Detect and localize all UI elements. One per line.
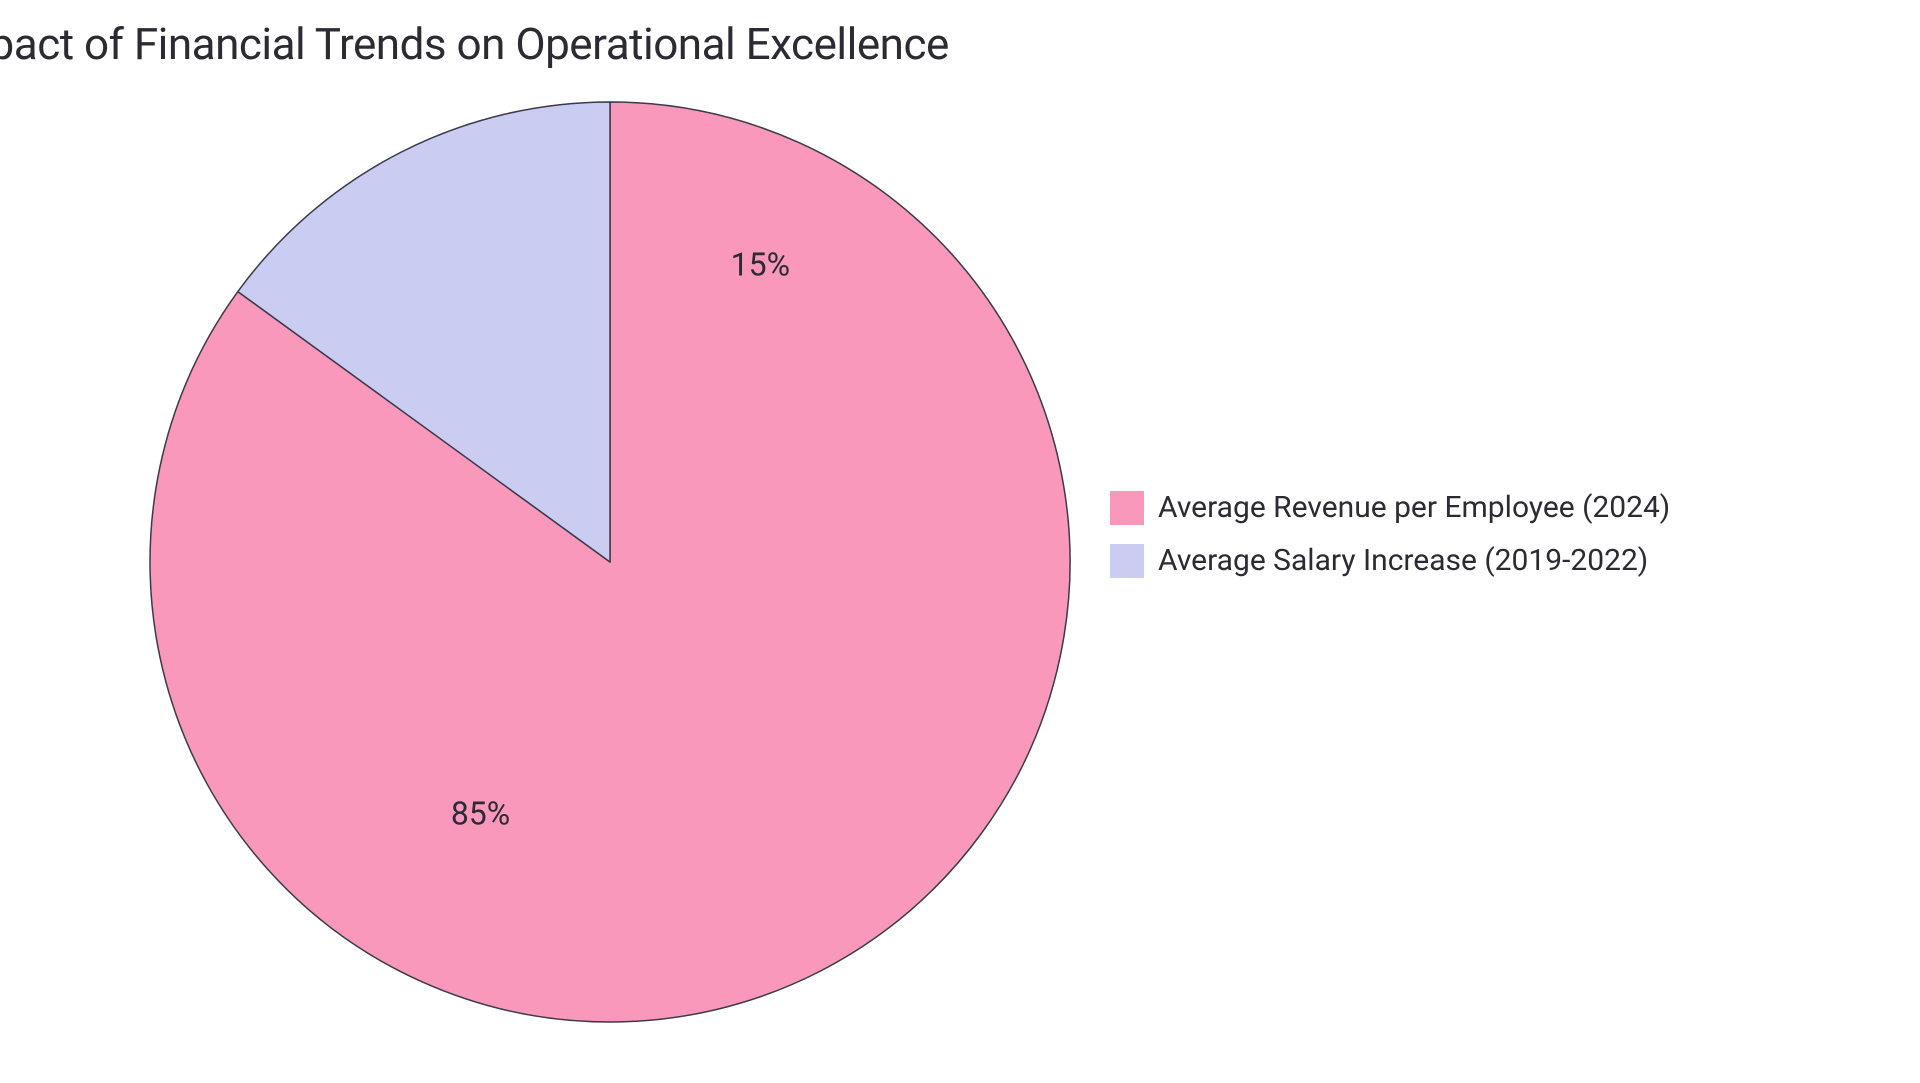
chart-container: Impact of Financial Trends on Operationa… [0,0,1920,1083]
chart-title: Impact of Financial Trends on Operationa… [0,18,949,70]
pie-label-0: 85% [451,795,510,833]
legend-swatch-0 [1110,491,1144,525]
pie-svg: 85% 15% [140,92,1080,1032]
legend-label-0: Average Revenue per Employee (2024) [1158,490,1670,525]
pie-label-1: 15% [731,245,790,283]
legend-label-1: Average Salary Increase (2019-2022) [1158,543,1648,578]
legend-item-1: Average Salary Increase (2019-2022) [1110,543,1670,578]
pie-chart: 85% 15% [140,92,1080,1036]
legend: Average Revenue per Employee (2024) Aver… [1110,490,1670,578]
legend-item-0: Average Revenue per Employee (2024) [1110,490,1670,525]
legend-swatch-1 [1110,544,1144,578]
